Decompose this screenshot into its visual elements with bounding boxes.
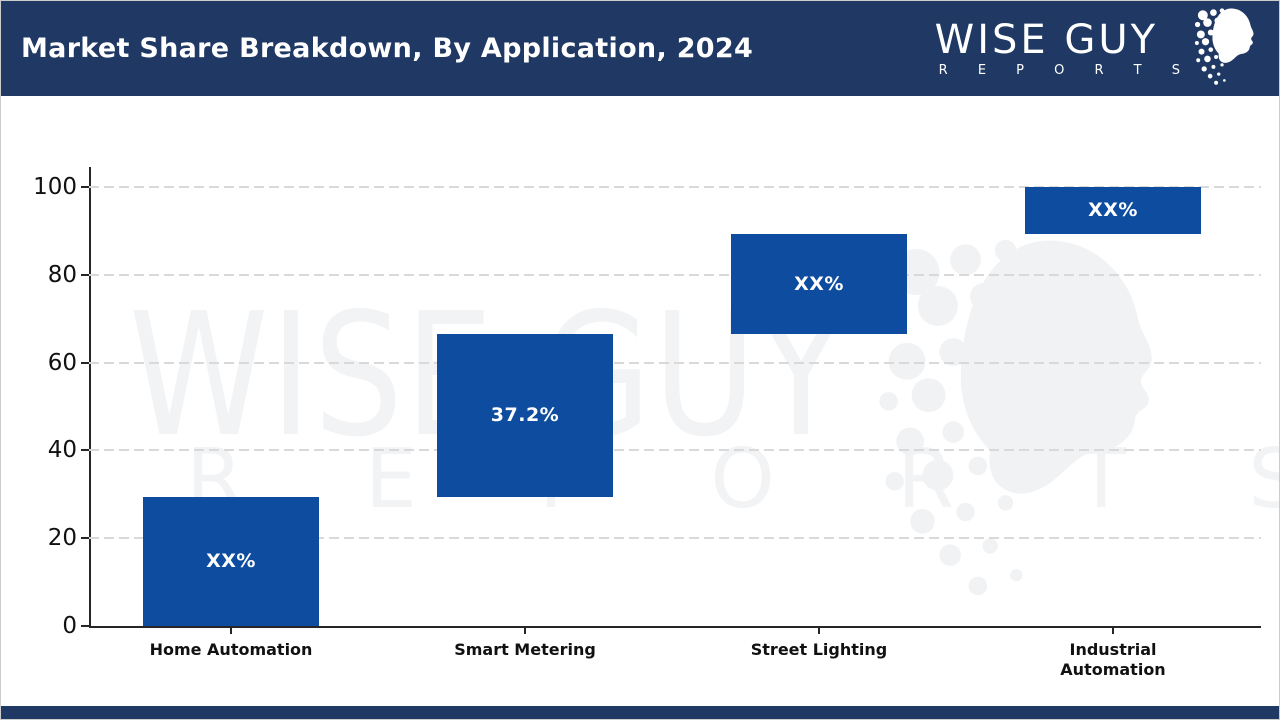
chart-plot-area: XX% 37.2% XX% XX% 0 20 40 60 80 100 Home Automati… [1, 96, 1279, 708]
bar-home-automation: XX% [143, 496, 319, 626]
y-tick-label-0: 0 [62, 613, 77, 639]
bar-value-label: XX% [1088, 199, 1138, 222]
y-tick-label-40: 40 [47, 437, 77, 464]
brand-name: WISE GUY [934, 16, 1159, 63]
x-category-label: Home Automation [149, 640, 313, 659]
y-tick-label-60: 60 [47, 349, 77, 376]
y-axis-line [89, 167, 91, 628]
brand-logo: WISE GUY R E P O R T S [935, 6, 1263, 92]
bar-street-lighting: XX% [731, 233, 907, 334]
brand-logo-text: WISE GUY R E P O R T S [935, 20, 1193, 78]
bar-value-label: XX% [794, 272, 844, 295]
y-tick-80 [81, 273, 89, 276]
y-tick-40 [81, 449, 89, 452]
x-tick-2 [818, 628, 820, 634]
y-tick-20 [81, 537, 89, 540]
x-tick-1 [524, 628, 526, 634]
brand-face-icon [1189, 6, 1263, 92]
bar-industrial-automation: XX% [1025, 187, 1201, 234]
chart-title: Market Share Breakdown, By Application, … [21, 33, 754, 64]
footer-band [1, 706, 1279, 719]
bar-value-label: XX% [206, 550, 256, 573]
x-axis-line [89, 626, 1261, 628]
bar-smart-metering: 37.2% [437, 333, 613, 497]
x-category-label: Industrial Automation [1060, 640, 1166, 679]
x-category-label: Street Lighting [750, 640, 888, 659]
x-tick-0 [230, 628, 232, 634]
brand-subname: R E P O R T S [938, 62, 1193, 78]
y-tick-60 [81, 361, 89, 364]
x-tick-3 [1112, 628, 1114, 634]
gridline-100 [89, 186, 1261, 188]
gridline-60 [89, 361, 1261, 364]
gridline-20 [89, 537, 1261, 540]
y-tick-label-20: 20 [47, 525, 77, 552]
gridline-40 [89, 449, 1261, 452]
y-tick-label-100: 100 [33, 174, 77, 200]
y-tick-100 [81, 186, 89, 188]
y-tick-0 [81, 625, 89, 627]
watermark-subtext: R E P O R T S [186, 432, 1280, 527]
y-tick-label-80: 80 [47, 261, 77, 288]
x-category-label: Smart Metering [454, 640, 596, 659]
header-band: Market Share Breakdown, By Application, … [1, 1, 1279, 96]
bar-value-label: 37.2% [490, 404, 560, 427]
gridline-80 [89, 273, 1261, 276]
